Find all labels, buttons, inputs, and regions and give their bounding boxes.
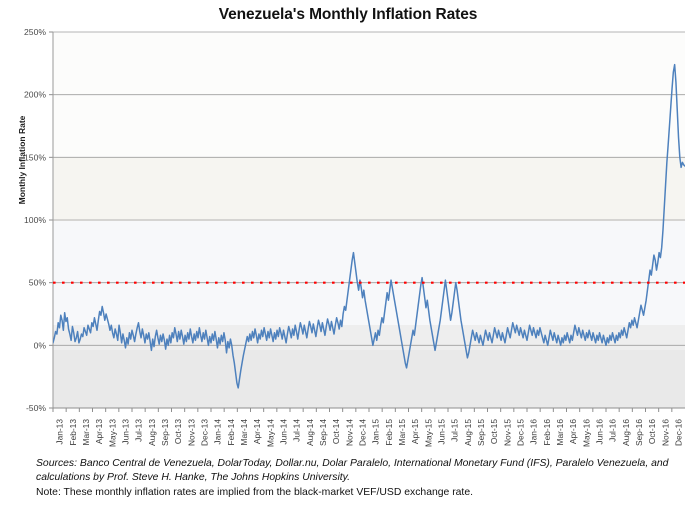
y-tick-label: 100% bbox=[24, 215, 46, 225]
x-tick-label: Oct-14 bbox=[331, 419, 341, 444]
y-tick-label: 250% bbox=[24, 27, 46, 37]
x-tick-label: Feb-14 bbox=[226, 419, 236, 446]
y-tick-label: 0% bbox=[34, 340, 47, 350]
x-tick-label: Nov-15 bbox=[502, 419, 512, 446]
x-tick-label: Sep-16 bbox=[634, 419, 644, 446]
x-tick-label: May-15 bbox=[423, 419, 433, 447]
x-tick-label: May-14 bbox=[265, 419, 275, 447]
x-tick-label: Sep-14 bbox=[318, 419, 328, 446]
x-tick-label: Sep-13 bbox=[160, 419, 170, 446]
x-tick-label: Dec-15 bbox=[515, 419, 525, 446]
x-tick-label: Aug-15 bbox=[463, 419, 473, 446]
x-tick-label: Apr-13 bbox=[94, 419, 104, 444]
x-axis-ticks: Jan-13 Feb-13 Mar-13 Apr-13 May-13 Jun-13 Jul-… bbox=[52, 408, 683, 447]
x-tick-label: Mar-13 bbox=[81, 419, 91, 446]
y-axis-ticks: 250% 200% 150% 100% 50% 0% -50% bbox=[24, 27, 53, 413]
x-tick-label: Aug-14 bbox=[305, 419, 315, 446]
note-line: Note: These monthly inflation rates are … bbox=[36, 486, 473, 498]
y-tick-label: 50% bbox=[29, 278, 47, 288]
x-tick-label: Jul-15 bbox=[450, 419, 460, 442]
x-tick-label: Mar-14 bbox=[239, 419, 249, 446]
x-tick-label: Aug-13 bbox=[147, 419, 157, 446]
x-tick-label: Mar-15 bbox=[397, 419, 407, 446]
x-tick-label: May-13 bbox=[107, 419, 117, 447]
x-tick-label: Jan-16 bbox=[529, 419, 539, 445]
x-tick-label: Jul-13 bbox=[134, 419, 144, 442]
chart-title: Venezuela's Monthly Inflation Rates bbox=[218, 6, 478, 23]
x-tick-label: May-16 bbox=[581, 419, 591, 447]
x-tick-label: Feb-15 bbox=[384, 419, 394, 446]
x-tick-label: Nov-14 bbox=[344, 419, 354, 446]
x-tick-label: Jun-14 bbox=[278, 419, 288, 445]
x-tick-label: Jun-15 bbox=[436, 419, 446, 445]
x-tick-label: Aug-16 bbox=[621, 419, 631, 446]
x-tick-label: Mar-16 bbox=[555, 419, 565, 446]
x-tick-label: Jun-13 bbox=[120, 419, 130, 445]
y-tick-label: 150% bbox=[24, 152, 46, 162]
sources-line-2: calculations by Prof. Steve H. Hanke, Th… bbox=[36, 472, 350, 484]
sources-line-1: Sources: Banco Central de Venezuela, Dol… bbox=[36, 458, 669, 469]
y-tick-label: -50% bbox=[26, 403, 46, 413]
x-tick-label: Sep-15 bbox=[476, 419, 486, 446]
x-tick-label: Apr-14 bbox=[252, 419, 262, 444]
footnotes: Sources: Banco Central de Venezuela, Dol… bbox=[36, 457, 686, 500]
x-tick-label: Jan-14 bbox=[213, 419, 223, 445]
x-tick-label: Oct-15 bbox=[489, 419, 499, 444]
x-tick-label: Jan-13 bbox=[55, 419, 65, 445]
x-tick-label: Nov-16 bbox=[660, 419, 670, 446]
x-tick-label: Dec-16 bbox=[673, 419, 683, 446]
x-tick-label: Dec-13 bbox=[199, 419, 209, 446]
x-tick-label: Jan-15 bbox=[371, 419, 381, 445]
x-tick-label: Apr-15 bbox=[410, 419, 420, 444]
x-tick-label: Oct-16 bbox=[647, 419, 657, 444]
x-tick-label: Apr-16 bbox=[568, 419, 578, 444]
x-tick-label: Jul-14 bbox=[292, 419, 302, 442]
x-tick-label: Jun-16 bbox=[594, 419, 604, 445]
x-tick-label: Feb-16 bbox=[542, 419, 552, 446]
x-tick-label: Dec-14 bbox=[357, 419, 367, 446]
x-tick-label: Nov-13 bbox=[186, 419, 196, 446]
x-tick-label: Jul-16 bbox=[608, 419, 618, 442]
inflation-line bbox=[53, 63, 685, 389]
y-tick-label: 200% bbox=[24, 90, 46, 100]
plot-area: 250%200%150%100%50%0%-50% Jan-13 Feb-13 Ma… bbox=[24, 27, 685, 447]
x-tick-label: Oct-13 bbox=[173, 419, 183, 444]
x-tick-label: Feb-13 bbox=[68, 419, 78, 446]
